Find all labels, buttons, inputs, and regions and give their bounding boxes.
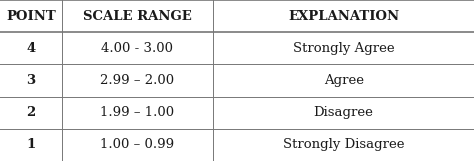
Text: Agree: Agree [324,74,364,87]
Text: 4.00 - 3.00: 4.00 - 3.00 [101,42,173,55]
Text: SCALE RANGE: SCALE RANGE [83,10,192,23]
Text: 4: 4 [26,42,36,55]
Text: 1.00 – 0.99: 1.00 – 0.99 [100,138,174,151]
Text: Strongly Disagree: Strongly Disagree [283,138,404,151]
Text: 1.99 – 1.00: 1.99 – 1.00 [100,106,174,119]
Text: 1: 1 [26,138,36,151]
Text: EXPLANATION: EXPLANATION [288,10,399,23]
Text: 2.99 – 2.00: 2.99 – 2.00 [100,74,174,87]
Text: 2: 2 [26,106,36,119]
Text: 3: 3 [26,74,36,87]
Text: Disagree: Disagree [314,106,374,119]
Text: POINT: POINT [6,10,55,23]
Text: Strongly Agree: Strongly Agree [293,42,394,55]
